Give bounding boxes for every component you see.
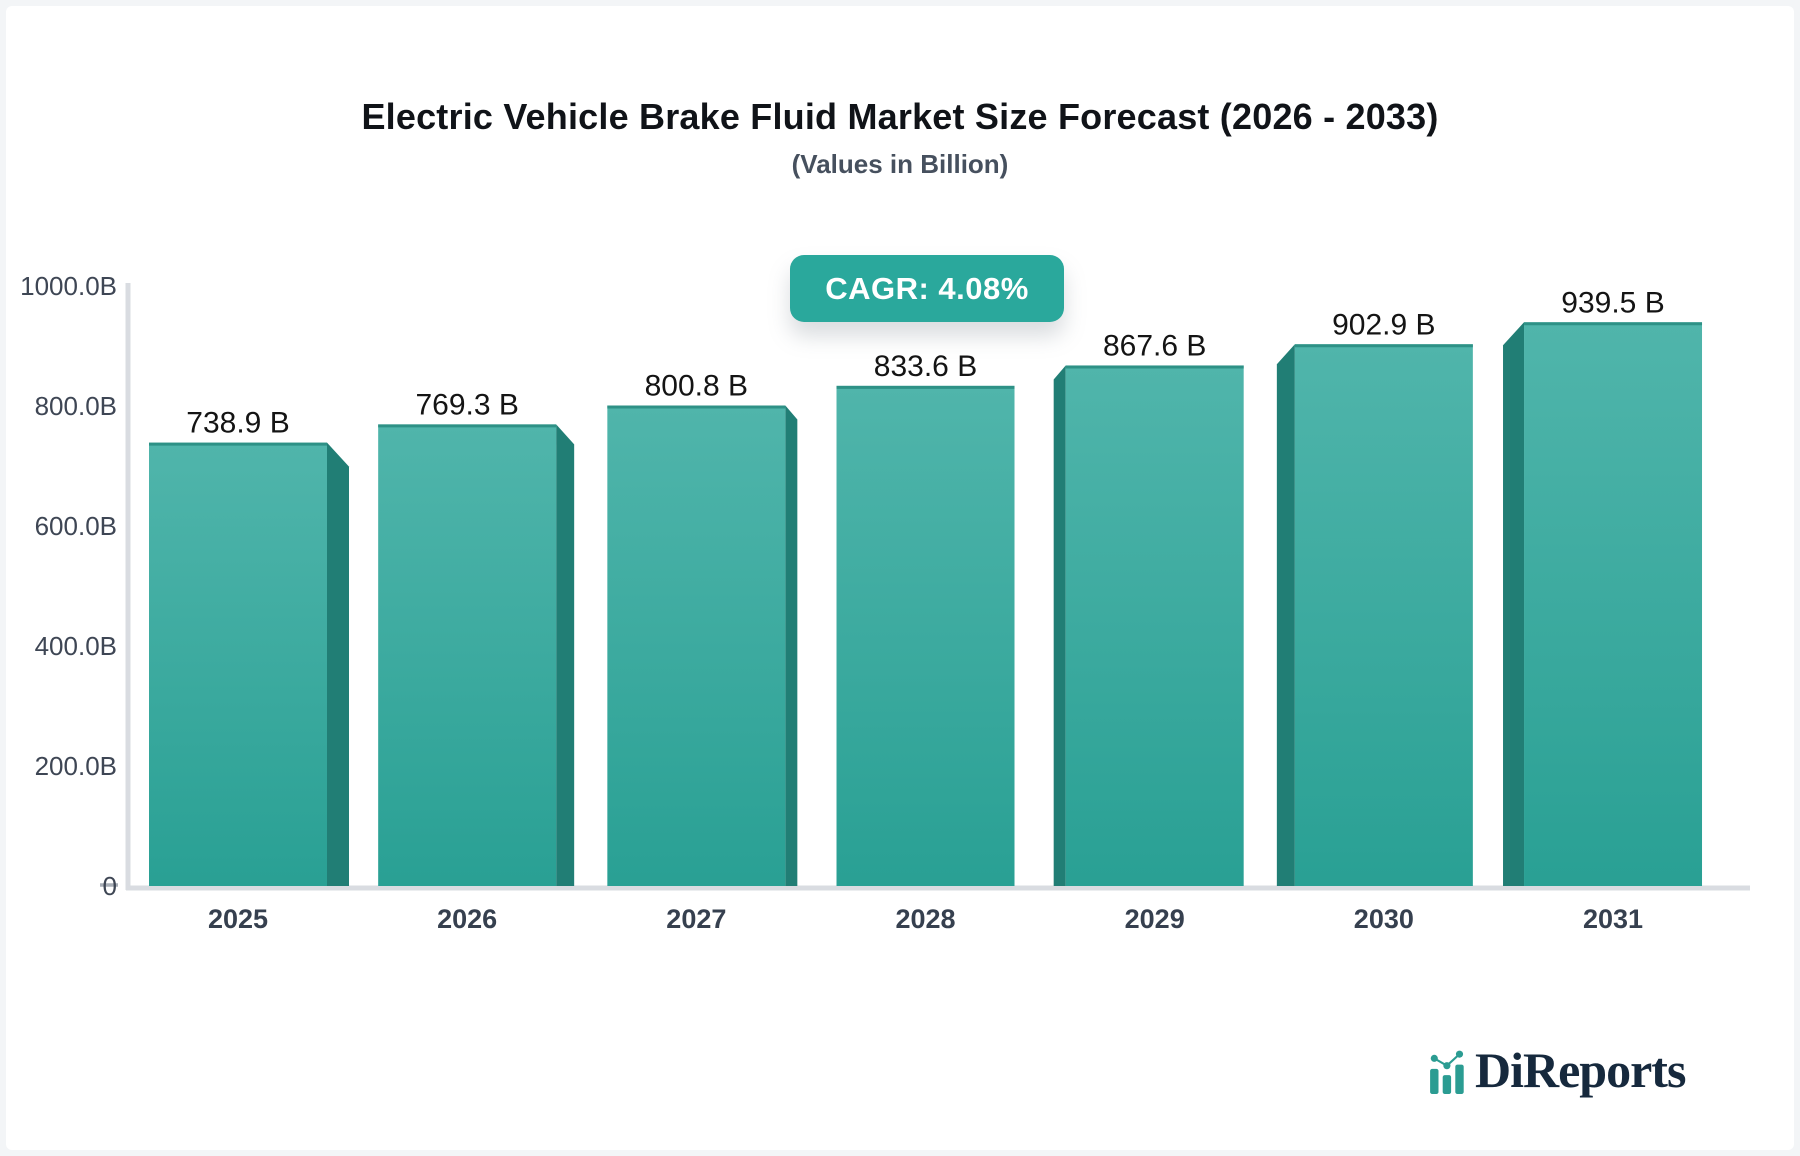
bar-face <box>149 442 327 886</box>
bar-side <box>785 405 798 886</box>
bar-group: 902.9 B <box>1276 308 1473 886</box>
bar-chart-logo-icon <box>1430 1050 1464 1095</box>
bar-group: 738.9 B <box>149 407 349 886</box>
bar-face <box>836 385 1015 886</box>
bar-group: 939.5 B <box>1503 286 1703 886</box>
bar-value-label: 800.8 B <box>645 370 748 403</box>
cagr-badge-label: CAGR: 4.08% <box>825 270 1029 306</box>
bar-group: 769.3 B <box>378 388 575 886</box>
bar-group: 833.6 B <box>836 350 1015 886</box>
y-tick-label: 0 <box>103 871 117 901</box>
y-tick-label: 800.0B <box>35 391 117 421</box>
bar-face <box>378 424 557 886</box>
x-tick-label: 2026 <box>437 904 497 934</box>
x-tick-label: 2025 <box>208 904 268 934</box>
x-tick-label: 2027 <box>666 904 726 934</box>
x-tick-label: 2028 <box>895 904 955 934</box>
x-tick-label: 2030 <box>1354 904 1414 934</box>
cagr-badge: CAGR: 4.08% <box>790 255 1064 322</box>
bar-side <box>1053 365 1066 886</box>
bar-side <box>1503 322 1525 886</box>
bar-face <box>1294 344 1473 886</box>
bar-value-label: 902.9 B <box>1332 308 1435 341</box>
bar-value-label: 939.5 B <box>1561 286 1664 319</box>
y-tick-label: 200.0B <box>35 751 117 781</box>
y-tick-label: 600.0B <box>35 511 117 541</box>
direports-logo: DiReports <box>1428 1036 1686 1108</box>
chart-title: Electric Vehicle Brake Fluid Market Size… <box>361 96 1439 137</box>
bar-value-label: 833.6 B <box>874 350 977 383</box>
x-tick-label: 2031 <box>1583 904 1643 934</box>
bar-face <box>607 405 786 886</box>
chart-subtitle: (Values in Billion) <box>791 149 1009 179</box>
bar-side <box>1276 344 1295 886</box>
y-tick-label: 1000.0B <box>20 271 117 301</box>
bar-group: 867.6 B <box>1053 329 1244 886</box>
bar-face <box>1524 322 1703 886</box>
bar-side <box>327 442 349 886</box>
bar-value-label: 769.3 B <box>415 388 518 421</box>
bar-group: 800.8 B <box>607 370 798 886</box>
bar-face <box>1065 365 1244 886</box>
y-tick-label: 400.0B <box>35 631 117 661</box>
logo-text: DiReports <box>1475 1042 1686 1098</box>
bar-value-label: 867.6 B <box>1103 329 1206 362</box>
bar-value-label: 738.9 B <box>186 407 289 440</box>
bar-side <box>556 424 575 886</box>
x-tick-label: 2029 <box>1125 904 1185 934</box>
